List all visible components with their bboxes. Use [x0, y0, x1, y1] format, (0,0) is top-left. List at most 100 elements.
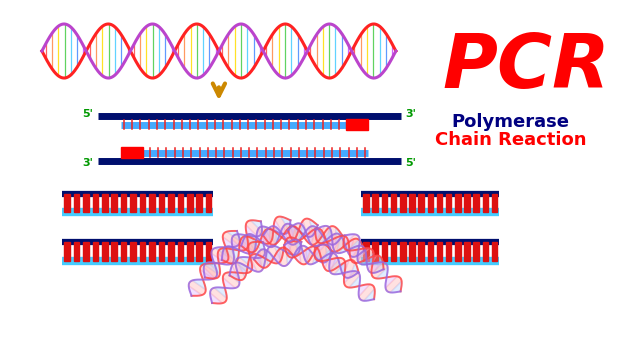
Polygon shape — [310, 226, 316, 245]
Bar — [121, 242, 126, 261]
Polygon shape — [307, 229, 315, 244]
Bar — [168, 242, 173, 261]
Bar — [492, 242, 497, 261]
Polygon shape — [204, 263, 217, 273]
Polygon shape — [299, 221, 307, 236]
Polygon shape — [189, 280, 205, 295]
Polygon shape — [334, 262, 346, 274]
Polygon shape — [292, 238, 301, 252]
Polygon shape — [362, 253, 374, 264]
Polygon shape — [323, 227, 329, 244]
Bar — [437, 194, 442, 212]
Bar — [400, 242, 405, 261]
Bar — [418, 194, 424, 212]
Polygon shape — [274, 249, 281, 265]
Polygon shape — [253, 242, 265, 252]
Polygon shape — [284, 224, 294, 242]
Bar — [83, 242, 89, 261]
Bar — [178, 242, 183, 261]
Polygon shape — [292, 223, 302, 242]
Bar — [149, 194, 155, 212]
Polygon shape — [310, 219, 318, 235]
Polygon shape — [223, 232, 240, 246]
Polygon shape — [337, 236, 345, 251]
Polygon shape — [332, 236, 342, 249]
Polygon shape — [227, 272, 239, 283]
Polygon shape — [329, 258, 345, 274]
Bar — [473, 242, 479, 261]
Polygon shape — [317, 226, 330, 243]
Polygon shape — [232, 239, 243, 251]
Polygon shape — [315, 245, 325, 256]
Polygon shape — [276, 227, 283, 244]
Bar — [482, 194, 488, 212]
Polygon shape — [230, 246, 239, 260]
Bar — [363, 194, 369, 212]
Polygon shape — [200, 270, 213, 280]
Polygon shape — [223, 246, 237, 264]
Bar — [73, 194, 80, 212]
Bar — [409, 194, 415, 212]
Polygon shape — [204, 267, 215, 279]
Polygon shape — [350, 263, 358, 278]
Polygon shape — [325, 253, 336, 271]
Bar — [196, 242, 202, 261]
Bar — [455, 194, 461, 212]
Polygon shape — [358, 248, 373, 264]
Bar — [206, 194, 212, 212]
Bar — [373, 242, 378, 261]
Polygon shape — [284, 240, 293, 255]
Bar — [178, 194, 183, 212]
Bar — [418, 242, 424, 261]
Polygon shape — [210, 293, 222, 304]
Polygon shape — [265, 249, 275, 263]
Polygon shape — [316, 228, 323, 243]
Polygon shape — [270, 226, 276, 245]
Polygon shape — [260, 249, 268, 268]
Polygon shape — [247, 257, 257, 272]
Polygon shape — [299, 246, 307, 264]
Polygon shape — [299, 226, 307, 241]
Polygon shape — [204, 262, 220, 278]
Polygon shape — [371, 262, 383, 274]
Polygon shape — [280, 247, 288, 266]
Polygon shape — [189, 286, 202, 296]
Bar — [196, 194, 202, 212]
Text: PCR: PCR — [442, 31, 610, 104]
Polygon shape — [283, 240, 292, 255]
Polygon shape — [344, 271, 355, 283]
Bar — [446, 194, 452, 212]
Polygon shape — [223, 248, 234, 260]
Polygon shape — [376, 267, 387, 279]
Bar — [409, 242, 415, 261]
Polygon shape — [364, 289, 375, 301]
Bar — [464, 242, 470, 261]
Polygon shape — [240, 257, 252, 268]
Polygon shape — [350, 239, 360, 257]
Bar — [130, 194, 136, 212]
Bar — [73, 242, 80, 261]
Polygon shape — [303, 227, 309, 244]
Polygon shape — [239, 240, 249, 254]
Polygon shape — [230, 266, 239, 280]
Polygon shape — [236, 257, 252, 273]
Polygon shape — [286, 237, 299, 255]
Bar — [473, 194, 479, 212]
Polygon shape — [321, 253, 330, 269]
Polygon shape — [215, 247, 228, 257]
Polygon shape — [336, 228, 342, 243]
Polygon shape — [296, 227, 302, 244]
Polygon shape — [263, 228, 270, 243]
Bar — [382, 194, 387, 212]
Polygon shape — [246, 234, 256, 252]
Polygon shape — [358, 284, 370, 296]
Polygon shape — [238, 263, 247, 277]
Polygon shape — [286, 248, 293, 264]
Bar — [428, 194, 433, 212]
Polygon shape — [271, 229, 280, 245]
Polygon shape — [193, 280, 205, 290]
Bar — [121, 194, 126, 212]
Polygon shape — [306, 247, 313, 263]
Polygon shape — [344, 271, 360, 288]
Polygon shape — [288, 239, 299, 257]
